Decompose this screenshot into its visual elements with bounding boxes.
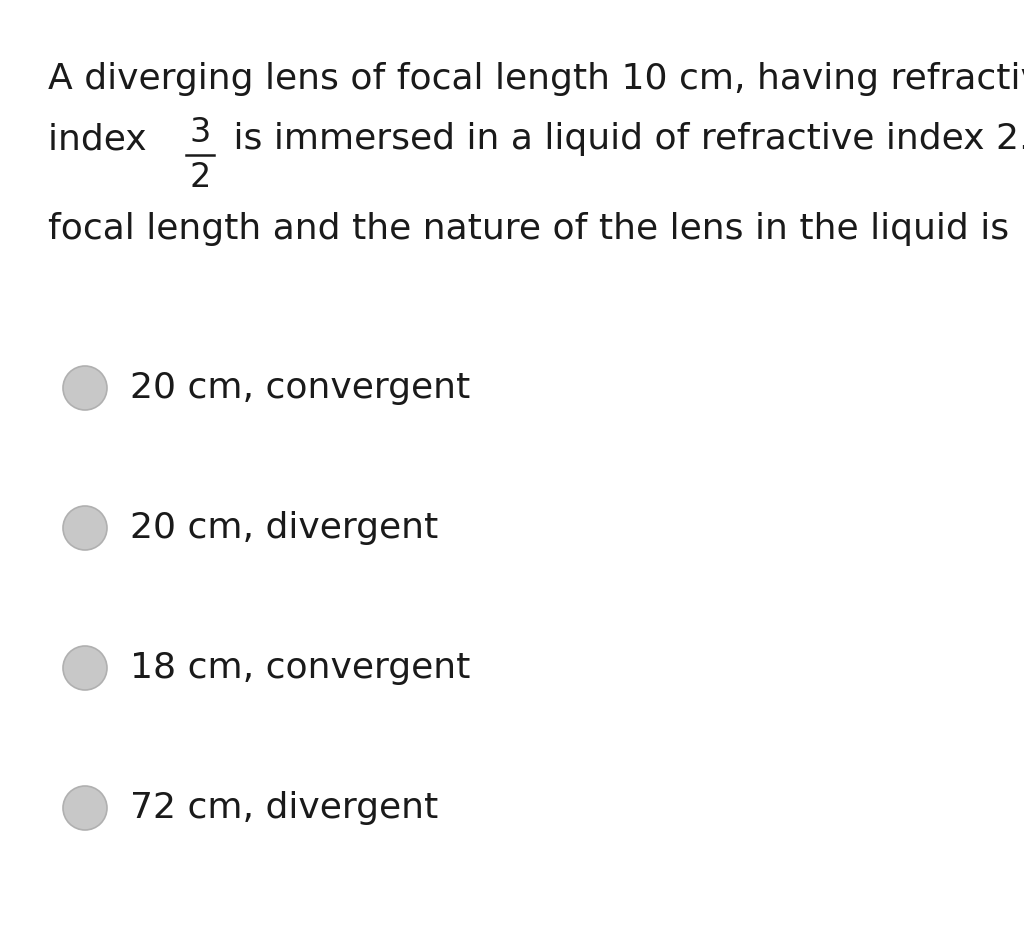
Text: 20 cm, divergent: 20 cm, divergent [130,511,438,545]
Text: 18 cm, convergent: 18 cm, convergent [130,651,470,685]
Circle shape [63,786,106,830]
Circle shape [63,506,106,550]
Text: index: index [48,122,158,156]
Text: 72 cm, divergent: 72 cm, divergent [130,791,438,825]
Text: A diverging lens of focal length 10 cm, having refractive: A diverging lens of focal length 10 cm, … [48,62,1024,96]
Text: 3: 3 [189,116,211,149]
Text: focal length and the nature of the lens in the liquid is: focal length and the nature of the lens … [48,212,1009,246]
Circle shape [63,366,106,410]
Text: is immersed in a liquid of refractive index 2. The: is immersed in a liquid of refractive in… [222,122,1024,156]
Text: 2: 2 [189,161,211,194]
Circle shape [63,646,106,690]
Text: 20 cm, convergent: 20 cm, convergent [130,371,470,405]
